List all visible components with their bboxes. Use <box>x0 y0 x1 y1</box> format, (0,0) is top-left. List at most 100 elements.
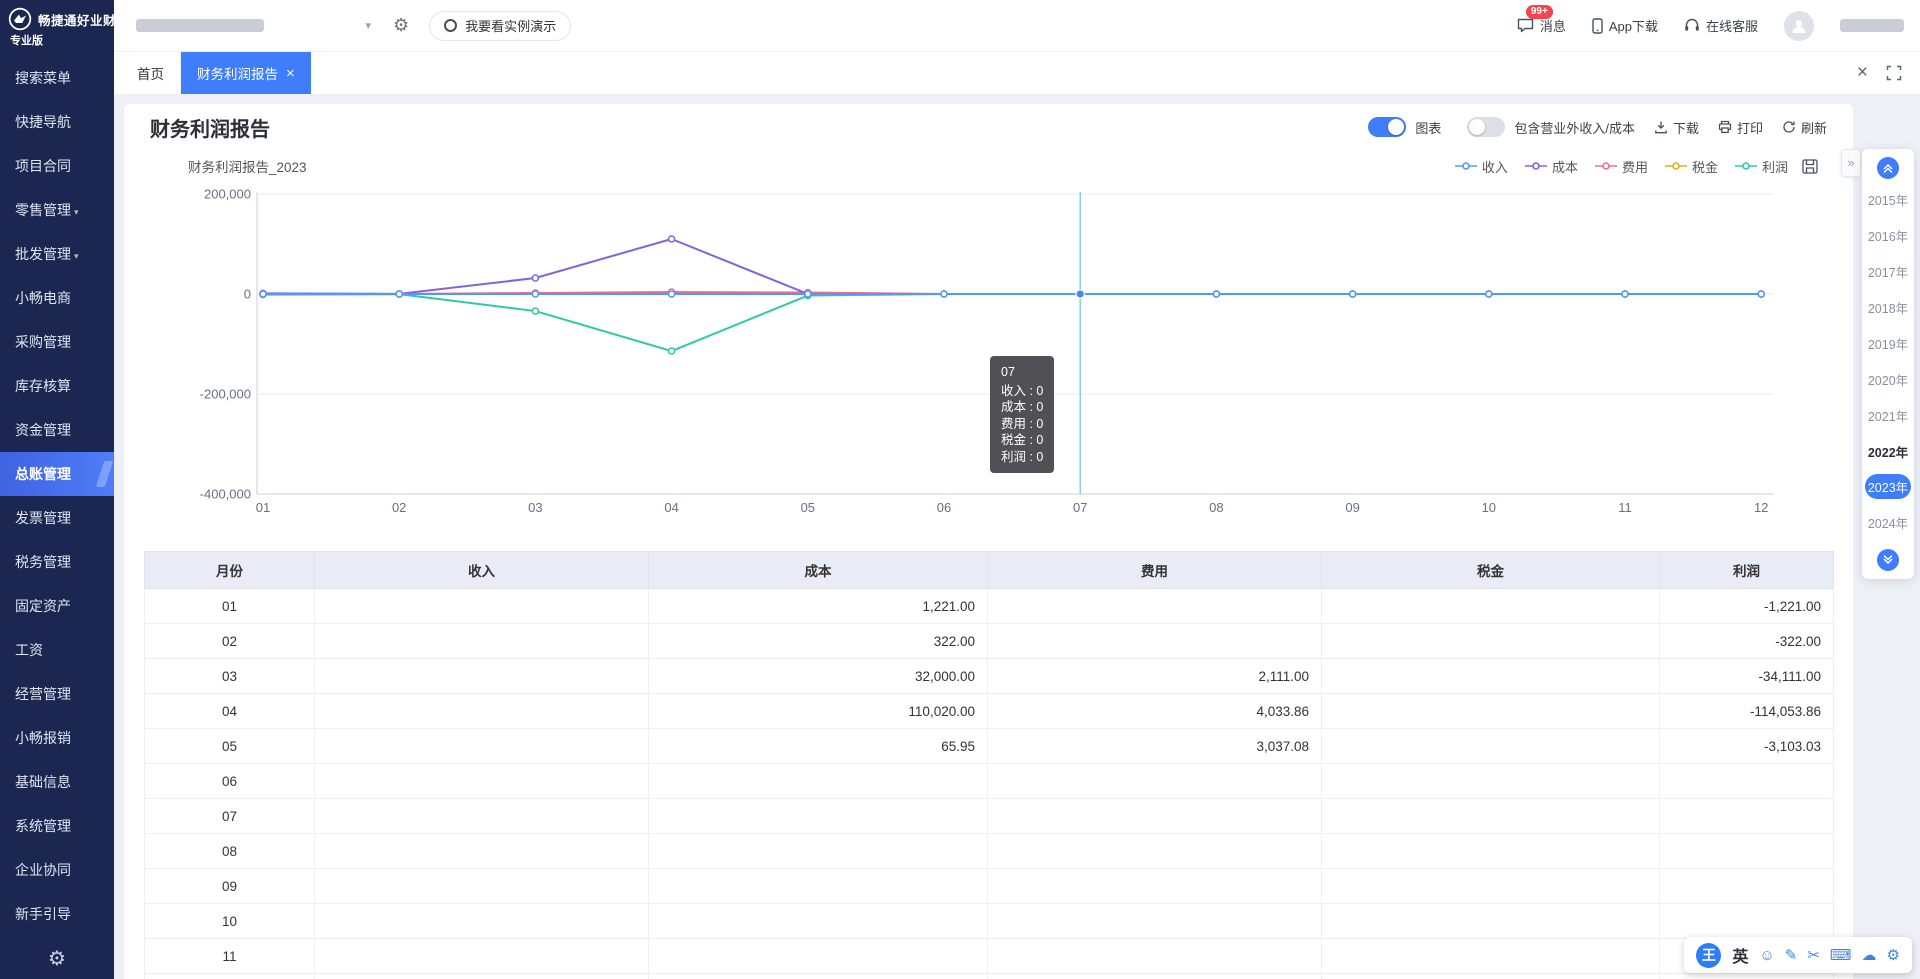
gear-icon[interactable]: ⚙ <box>1886 946 1900 964</box>
app-download-button[interactable]: App下载 <box>1592 16 1658 35</box>
table-row[interactable]: 09 <box>144 868 1834 904</box>
legend-item-利润[interactable]: 利润 <box>1734 157 1788 176</box>
table-cell <box>648 798 988 834</box>
year-item-2015年[interactable]: 2015年 <box>1867 193 1909 208</box>
sidebar-settings-gear-icon[interactable]: ⚙ <box>48 948 66 970</box>
sidebar-item-工资[interactable]: 工资 <box>0 628 114 672</box>
messages-button[interactable]: 99+ 消息 <box>1517 5 1566 35</box>
table-cell <box>648 938 988 974</box>
years-scroll-up-button[interactable] <box>1877 157 1899 179</box>
online-service-button[interactable]: 在线客服 <box>1684 16 1758 35</box>
collapse-panel-handle[interactable]: » <box>1841 149 1861 177</box>
legend-item-费用[interactable]: 费用 <box>1594 157 1648 176</box>
sidebar-item-库存核算[interactable]: 库存核算 <box>0 364 114 408</box>
tab-close-icon[interactable]: × <box>286 64 295 82</box>
year-item-2020年[interactable]: 2020年 <box>1867 373 1909 388</box>
table-row[interactable]: 07 <box>144 798 1834 834</box>
sidebar-item-总账管理[interactable]: 总账管理 <box>0 452 114 496</box>
year-item-2019年[interactable]: 2019年 <box>1867 337 1909 352</box>
app-name: 畅捷通好业财 <box>38 13 117 28</box>
include-nonoperating-toggle[interactable] <box>1467 117 1506 137</box>
years-scroll-down-button[interactable] <box>1877 549 1899 571</box>
sidebar-item-税务管理[interactable]: 税务管理 <box>0 540 114 584</box>
svg-text:03: 03 <box>528 500 542 515</box>
sidebar-item-label: 基础信息 <box>15 774 71 790</box>
legend-item-税金[interactable]: 税金 <box>1664 157 1718 176</box>
cloud-icon[interactable]: ☁ <box>1861 946 1877 964</box>
sidebar-item-小畅报销[interactable]: 小畅报销 <box>0 716 114 760</box>
year-item-2022年[interactable]: 2022年 <box>1867 445 1909 460</box>
sidebar-item-新手引导[interactable]: 新手引导 <box>0 892 114 936</box>
keyboard-icon[interactable]: ⌨ <box>1829 946 1852 964</box>
download-button[interactable]: 下载 <box>1654 118 1699 137</box>
table-row[interactable]: 11 <box>144 938 1834 974</box>
sidebar-item-发票管理[interactable]: 发票管理 <box>0 496 114 540</box>
year-item-2024年[interactable]: 2024年 <box>1867 516 1909 531</box>
profit-line-chart[interactable]: 200,000 0 -200,000 -400,000 01 02 03 04 05 06 07 08… <box>124 150 1824 534</box>
tab-home[interactable]: 首页 <box>121 52 181 94</box>
close-page-icon[interactable]: × <box>1856 62 1868 83</box>
year-item-2016年[interactable]: 2016年 <box>1867 229 1909 244</box>
save-chart-icon[interactable] <box>1802 158 1818 174</box>
sidebar-item-企业协同[interactable]: 企业协同 <box>0 848 114 892</box>
sidebar-item-快捷导航[interactable]: 快捷导航 <box>0 100 114 144</box>
year-item-2021年[interactable]: 2021年 <box>1867 409 1909 424</box>
table-row[interactable]: 08 <box>144 833 1834 869</box>
legend-marker-icon <box>1524 162 1547 170</box>
ime-logo[interactable]: 王 <box>1696 942 1722 968</box>
column-header-利润: 利润 <box>1659 551 1834 589</box>
fullscreen-icon[interactable] <box>1886 65 1902 81</box>
legend-item-成本[interactable]: 成本 <box>1524 157 1578 176</box>
table-row[interactable]: 01 1,221.00 -1,221.00 <box>144 588 1834 624</box>
chart-view-toggle[interactable] <box>1368 117 1407 137</box>
refresh-button[interactable]: 刷新 <box>1782 118 1827 137</box>
scissors-icon[interactable]: ✂ <box>1807 946 1820 964</box>
table-cell <box>314 658 649 694</box>
sidebar-item-label: 快捷导航 <box>15 114 71 130</box>
sidebar-item-零售管理[interactable]: 零售管理 ▾ <box>0 188 114 232</box>
sidebar-item-固定资产[interactable]: 固定资产 <box>0 584 114 628</box>
year-item-2017年[interactable]: 2017年 <box>1867 265 1909 280</box>
pencil-icon[interactable]: ✎ <box>1784 946 1798 964</box>
org-selector-dropdown[interactable]: ▾ <box>130 15 377 36</box>
sidebar: 畅捷通好业财 专业版 搜索菜单 快捷导航 项目合同 零售管理 ▾ 批发管理 ▾ 小畅电商 采购管… <box>0 0 117 979</box>
sidebar-item-系统管理[interactable]: 系统管理 <box>0 804 114 848</box>
table-cell <box>1321 833 1660 869</box>
print-button[interactable]: 打印 <box>1718 118 1763 137</box>
table-row[interactable]: 04 110,020.00 4,033.86 -114,053.86 <box>144 693 1834 729</box>
table-row[interactable]: 10 <box>144 903 1834 939</box>
monthly-data-table: 月份 收入 成本 费用 税金 利润 01 1,221.00 -1,221.00 02 322.00-… <box>144 551 1834 979</box>
year-selector-panel: 2015年 2016年 2017年 2018年 2019年 2020年 2021年 2022年… <box>1862 149 1914 579</box>
settings-gear-icon[interactable]: ⚙ <box>393 15 410 35</box>
sidebar-item-资金管理[interactable]: 资金管理 <box>0 408 114 452</box>
column-header-月份: 月份 <box>144 551 315 589</box>
sidebar-item-小畅电商[interactable]: 小畅电商 <box>0 276 114 320</box>
svg-text:11: 11 <box>1618 500 1632 515</box>
table-row[interactable]: 02 322.00 -322.00 <box>144 623 1834 659</box>
table-cell <box>1659 833 1834 869</box>
year-item-2023年[interactable]: 2023年 <box>1865 474 1911 499</box>
emoji-icon[interactable]: ☺ <box>1759 946 1775 964</box>
sidebar-item-基础信息[interactable]: 基础信息 <box>0 760 114 804</box>
sidebar-item-搜索菜单[interactable]: 搜索菜单 <box>0 56 114 100</box>
username-redacted <box>1840 19 1904 32</box>
avatar[interactable] <box>1784 10 1814 41</box>
legend-marker-icon <box>1454 162 1477 170</box>
demo-button[interactable]: 我要看实例演示 <box>429 10 572 41</box>
tooltip-line: 费用 : 0 <box>1001 416 1044 431</box>
ime-language-toggle[interactable]: 英 <box>1732 949 1749 966</box>
table-row[interactable]: 05 65.95 3,037.08 -3,103.03 <box>144 728 1834 764</box>
tab-financial-profit-report[interactable]: 财务利润报告 × <box>181 52 311 94</box>
table-row[interactable]: 03 32,000.00 2,111.00 -34,111.00 <box>144 658 1834 694</box>
monthly-table: 月份 收入 成本 费用 税金 利润 01 1,221.00 -1,221.00 02 322.00-… <box>144 551 1834 979</box>
sidebar-item-经营管理[interactable]: 经营管理 <box>0 672 114 716</box>
table-row[interactable]: 12 <box>144 973 1834 979</box>
table-cell: 04 <box>144 693 315 729</box>
sidebar-item-批发管理[interactable]: 批发管理 ▾ <box>0 232 114 276</box>
year-item-2018年[interactable]: 2018年 <box>1867 301 1909 316</box>
table-row[interactable]: 06 <box>144 763 1834 799</box>
sidebar-item-采购管理[interactable]: 采购管理 <box>0 320 114 364</box>
sidebar-item-项目合同[interactable]: 项目合同 <box>0 144 114 188</box>
legend-item-收入[interactable]: 收入 <box>1454 157 1508 176</box>
topbar: ▾ ⚙ 我要看实例演示 99+ 消息 App下载 在线客服 <box>114 0 1920 52</box>
